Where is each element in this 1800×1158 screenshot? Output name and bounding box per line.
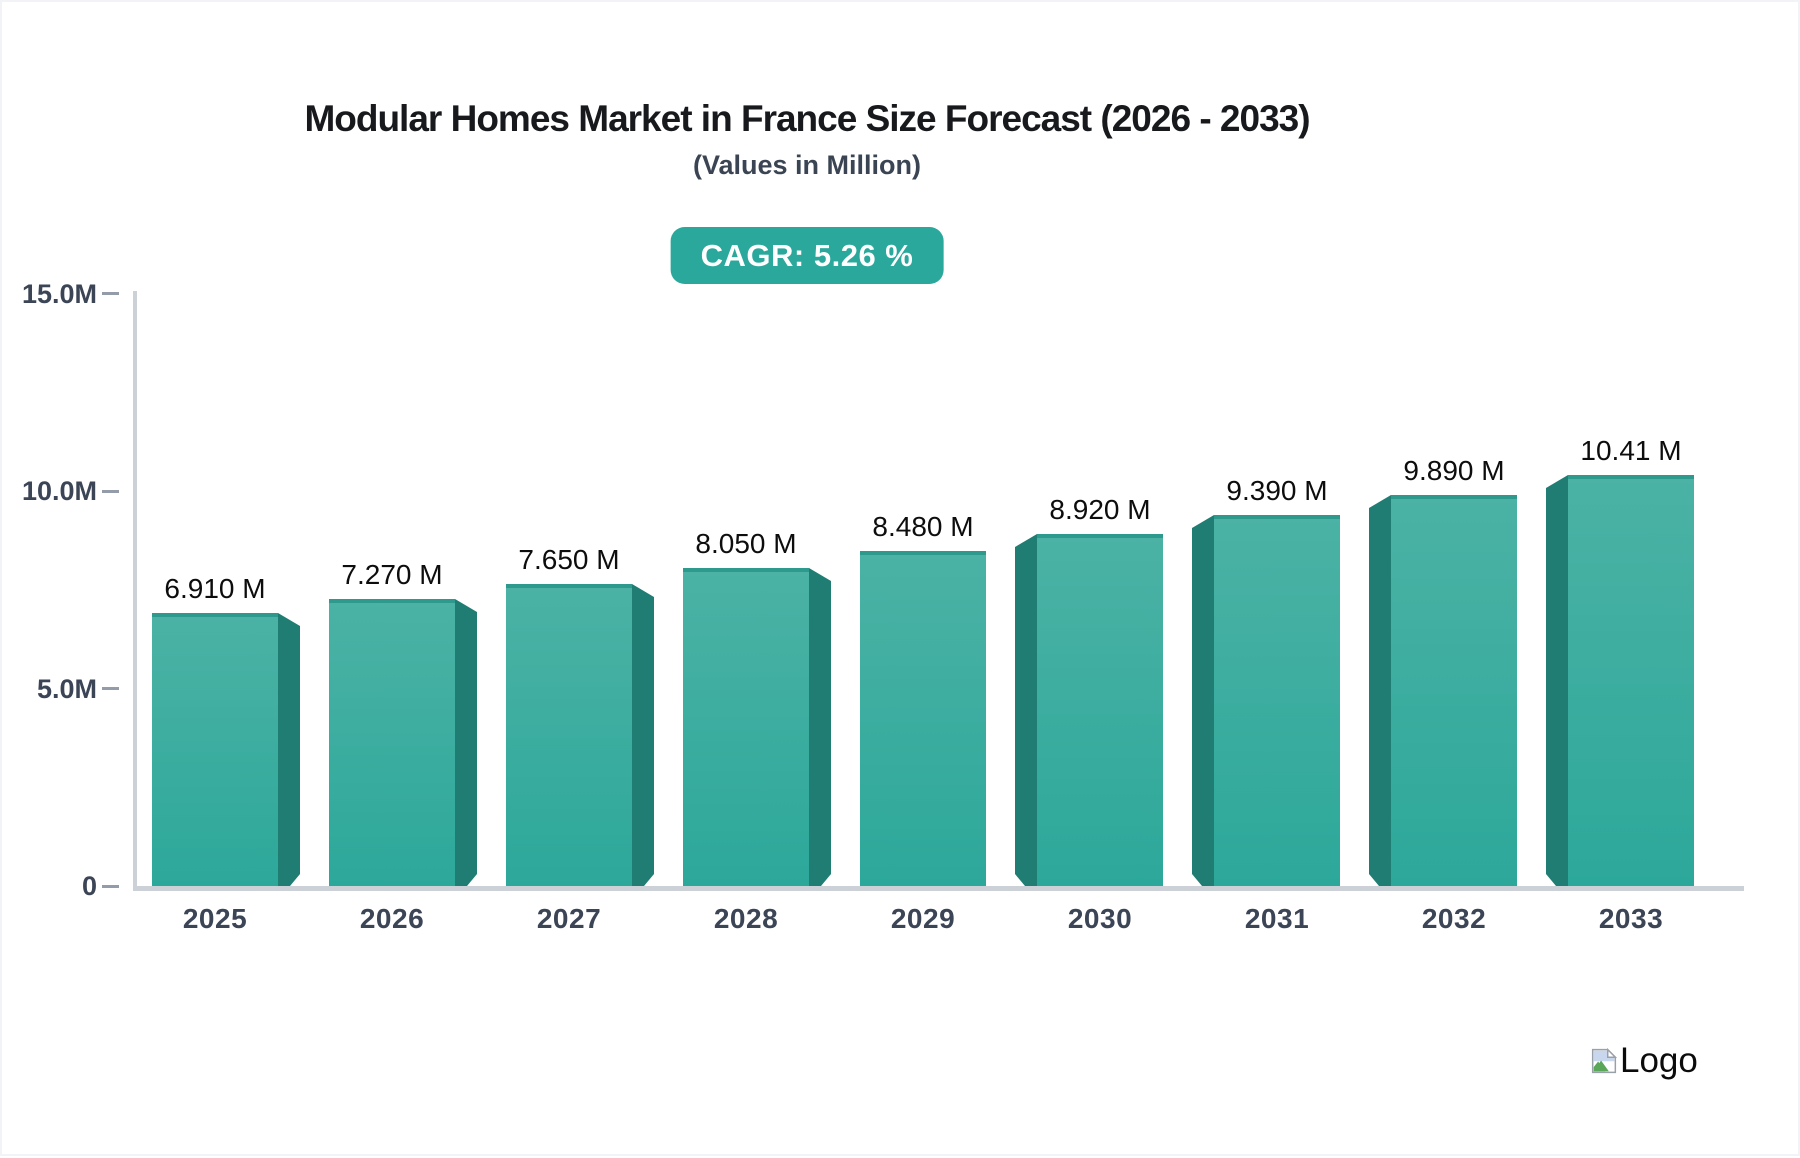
bar-2031	[1214, 515, 1340, 886]
x-axis-baseline	[133, 886, 1744, 891]
cagr-badge: CAGR: 5.26 %	[670, 227, 944, 284]
chart-title: Modular Homes Market in France Size Fore…	[304, 98, 1310, 139]
y-axis-tick	[102, 292, 119, 295]
bar-value-label: 8.050 M	[695, 528, 797, 559]
x-axis-label-2028: 2028	[713, 903, 779, 934]
y-axis-tick	[102, 884, 119, 888]
bar-2025	[152, 613, 278, 886]
x-axis-label-2029: 2029	[890, 903, 956, 934]
bar-2029	[860, 551, 986, 886]
y-axis-tick-label: 5.0M	[36, 673, 97, 704]
bar-2033	[1568, 475, 1694, 886]
x-axis-label-2033: 2033	[1598, 903, 1664, 934]
bar-value-label: 7.650 M	[518, 544, 620, 575]
bar-value-label: 10.41 M	[1580, 435, 1682, 466]
bar-side-face	[809, 568, 831, 886]
bar-value-label: 6.910 M	[164, 573, 266, 604]
bar-value-label: 9.890 M	[1403, 455, 1505, 486]
bar-2032	[1391, 495, 1517, 886]
logo: Logo	[1588, 1043, 1698, 1079]
bar-value-label: 8.480 M	[872, 511, 974, 542]
x-axis-label-2030: 2030	[1067, 903, 1133, 934]
bar-value-label: 8.920 M	[1049, 494, 1151, 525]
bar-2028	[683, 568, 809, 886]
logo-alt-text: Logo	[1620, 1041, 1698, 1080]
bar-side-face	[1369, 495, 1391, 886]
bar-2027	[506, 584, 632, 886]
bar-value-label: 7.270 M	[341, 559, 443, 590]
y-axis-tick-label: 0	[81, 871, 97, 901]
bar-side-face	[1192, 515, 1214, 886]
chart-subtitle: (Values in Million)	[692, 150, 922, 180]
bar-side-face	[1015, 534, 1037, 886]
broken-image-icon	[1588, 1045, 1620, 1077]
y-axis-tick-label: 10.0M	[21, 476, 97, 506]
y-axis-tick	[102, 687, 119, 690]
x-axis-label-2031: 2031	[1244, 903, 1310, 934]
x-axis-label-2025: 2025	[182, 903, 248, 934]
bar-value-label: 9.390 M	[1226, 475, 1328, 506]
bar-side-face	[1546, 475, 1568, 886]
x-axis-label-2032: 2032	[1421, 903, 1487, 934]
bar-side-face	[455, 599, 477, 886]
x-axis-label-2027: 2027	[536, 903, 602, 934]
x-axis-label-2026: 2026	[359, 903, 425, 934]
y-axis-line	[133, 291, 137, 891]
y-axis-tick-label: 15.0M	[21, 278, 97, 309]
bar-2030	[1037, 534, 1163, 886]
y-axis-tick	[102, 489, 119, 493]
bar-side-face	[632, 584, 654, 886]
bar-side-face	[278, 613, 300, 886]
bar-2026	[329, 599, 455, 886]
